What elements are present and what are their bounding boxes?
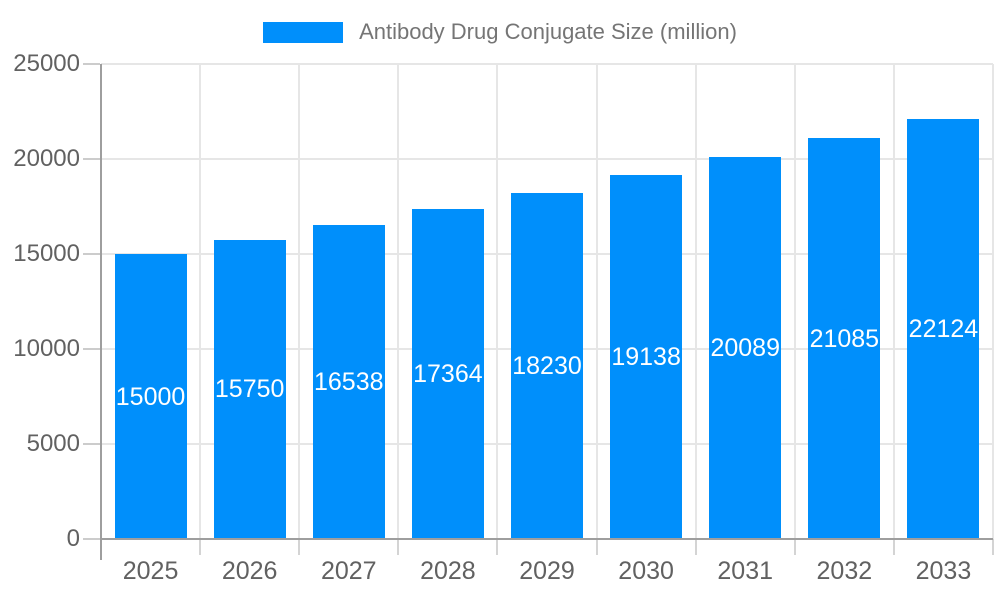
bar[interactable] <box>114 254 187 539</box>
x-tick <box>298 539 301 555</box>
bar[interactable] <box>907 118 980 539</box>
gridline-horizontal <box>101 158 993 160</box>
x-tick <box>199 539 202 555</box>
bar[interactable] <box>808 138 881 539</box>
x-tick <box>397 539 400 555</box>
legend-swatch-icon <box>263 21 344 43</box>
y-tick <box>83 158 100 160</box>
y-tick-label: 25000 <box>13 50 80 77</box>
y-tick-label: 20000 <box>13 145 80 172</box>
gridline-vertical <box>793 64 796 539</box>
x-tick-label: 2031 <box>717 557 774 585</box>
gridline-vertical <box>694 64 697 539</box>
gridline-vertical <box>397 64 400 539</box>
bar[interactable] <box>709 157 782 539</box>
x-tick <box>694 539 697 555</box>
gridline-vertical <box>595 64 598 539</box>
y-tick-label: 0 <box>66 525 80 552</box>
gridline-vertical <box>298 64 301 539</box>
bar[interactable] <box>213 239 286 539</box>
gridline-vertical <box>992 64 994 539</box>
bar[interactable] <box>511 192 583 539</box>
x-tick <box>892 539 895 555</box>
gridline-vertical <box>496 64 499 539</box>
legend-label: Antibody Drug Conjugate Size (million) <box>359 19 737 44</box>
x-tick-label: 2033 <box>915 557 972 585</box>
x-tick <box>992 539 994 555</box>
y-tick <box>83 538 100 540</box>
x-tick-label: 2028 <box>420 557 476 585</box>
bar[interactable] <box>312 224 385 539</box>
x-tick-label: 2029 <box>519 557 575 585</box>
x-tick <box>793 539 796 555</box>
x-tick <box>595 539 598 555</box>
y-tick <box>83 348 100 350</box>
y-tick-label: 10000 <box>13 335 80 362</box>
x-tick-label: 2027 <box>320 557 377 585</box>
y-tick <box>83 63 100 65</box>
gridline-vertical <box>199 64 202 539</box>
x-tick-label: 2030 <box>618 557 674 585</box>
bar[interactable] <box>610 175 683 539</box>
y-axis-line <box>100 64 102 560</box>
x-tick <box>496 539 499 555</box>
y-tick-label: 15000 <box>13 240 80 267</box>
bar[interactable] <box>411 209 484 539</box>
x-tick-label: 2026 <box>221 557 278 585</box>
gridline-horizontal <box>101 63 993 65</box>
gridline-vertical <box>892 64 895 539</box>
x-tick-label: 2025 <box>122 557 179 585</box>
y-tick <box>83 443 100 445</box>
legend[interactable]: Antibody Drug Conjugate Size (million) <box>0 18 1000 46</box>
x-tick-label: 2032 <box>816 557 873 585</box>
y-tick-label: 5000 <box>26 430 80 457</box>
x-axis-line <box>100 538 993 540</box>
y-tick <box>83 253 100 255</box>
